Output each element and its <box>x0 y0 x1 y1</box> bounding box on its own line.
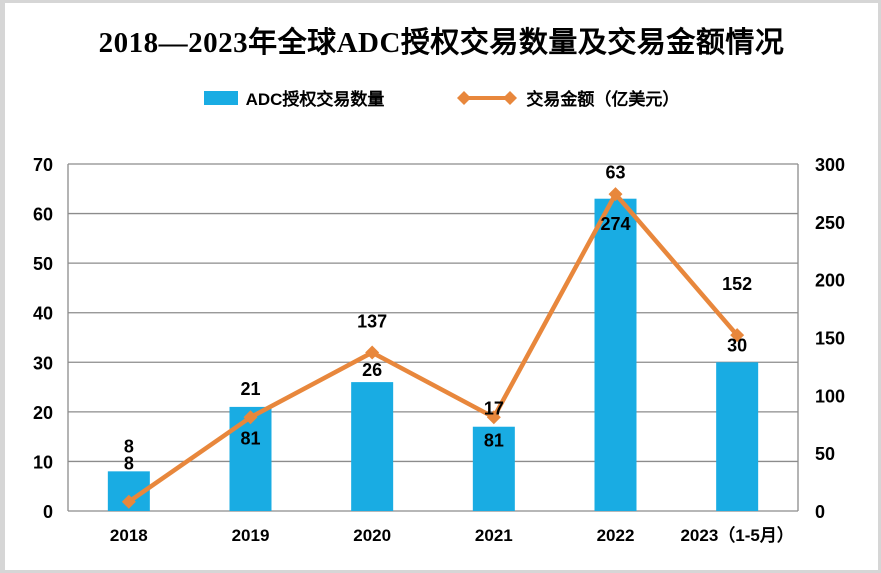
right-axis-tick-label: 100 <box>815 386 845 406</box>
diamond-marker-icon <box>608 187 623 202</box>
bar <box>351 382 394 511</box>
left-axis-tick-label: 40 <box>33 304 53 324</box>
bar <box>594 198 637 511</box>
line-swatch-icon <box>457 90 518 105</box>
legend-diamond-left-icon <box>457 90 472 105</box>
combo-chart: 0 10 20 30 40 50 60 70 0 50 100 150 200 250 300 2018 201… <box>33 155 845 545</box>
line-data-label: 81 <box>484 430 504 450</box>
line-data-label: 152 <box>722 274 752 294</box>
chart-legend: ADC授权交易数量 交易金额（亿美元） <box>5 85 878 110</box>
left-axis-tick-label: 50 <box>33 254 53 274</box>
left-axis-tick-label: 70 <box>33 155 53 175</box>
bar <box>472 426 515 511</box>
left-axis-tick-label: 60 <box>33 205 53 225</box>
bar-data-label: 8 <box>124 453 134 473</box>
line-data-label: 81 <box>240 428 260 448</box>
left-axis-tick-label: 20 <box>33 403 53 423</box>
bar-data-label: 30 <box>727 335 747 355</box>
bar-data-label: 26 <box>362 360 382 380</box>
bar-data-label: 63 <box>605 163 625 183</box>
line-data-label: 274 <box>600 214 630 234</box>
diamond-marker-icon <box>243 410 258 425</box>
right-axis-tick-label: 200 <box>815 271 845 291</box>
x-axis-category-label: 2023（1-5月） <box>680 525 793 545</box>
right-axis-tick-label: 150 <box>815 329 845 349</box>
bar-data-label: 17 <box>484 399 504 419</box>
diamond-marker-icon <box>365 345 380 360</box>
bar <box>716 362 759 511</box>
line-data-label: 137 <box>357 312 387 332</box>
x-axis-category-label: 2020 <box>353 526 391 545</box>
legend-item-bar-series: ADC授权交易数量 <box>203 85 385 110</box>
chart-title: 2018—2023年全球ADC授权交易数量及交易金额情况 <box>98 27 785 59</box>
diamond-marker-icon <box>121 494 136 509</box>
x-axis-category-label: 2021 <box>475 526 513 545</box>
right-axis-tick-label: 300 <box>815 155 845 175</box>
right-axis-tick-label: 50 <box>815 444 835 464</box>
diamond-marker-icon <box>486 410 501 425</box>
line-data-label: 8 <box>124 437 134 457</box>
left-axis-tick-label: 10 <box>33 452 53 472</box>
right-axis-tick-label: 0 <box>815 502 825 522</box>
diamond-marker-icon <box>730 328 745 343</box>
right-axis-tick-label: 250 <box>815 213 845 233</box>
left-axis-tick-label: 0 <box>43 502 53 522</box>
line-series <box>126 191 740 504</box>
legend-diamond-right-icon <box>503 90 518 105</box>
left-axis-tick-label: 30 <box>33 353 53 373</box>
x-axis-category-label: 2019 <box>232 526 270 545</box>
bar-data-label: 21 <box>240 379 260 399</box>
legend-item-line-series: 交易金额（亿美元） <box>456 85 679 110</box>
bar-swatch-icon <box>203 90 238 105</box>
x-axis-category-label: 2022 <box>597 526 635 545</box>
x-axis-category-label: 2018 <box>110 526 148 545</box>
legend-line-label: 交易金额（亿美元） <box>526 90 680 109</box>
legend-bar-label: ADC授权交易数量 <box>245 90 385 109</box>
